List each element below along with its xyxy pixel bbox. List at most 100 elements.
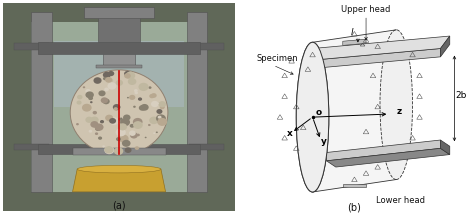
Bar [31,12,52,192]
Text: Upper head: Upper head [341,5,391,14]
Circle shape [133,106,136,108]
Polygon shape [343,39,366,45]
Circle shape [133,121,143,129]
Circle shape [140,104,149,111]
Bar [37,144,201,154]
Circle shape [85,91,94,98]
Bar [96,65,142,68]
Circle shape [135,91,138,94]
Circle shape [105,77,112,83]
Circle shape [103,77,107,80]
Circle shape [139,105,146,111]
Circle shape [116,137,121,141]
Circle shape [156,132,158,133]
Circle shape [118,135,128,143]
Bar [189,144,224,150]
Circle shape [123,114,130,121]
Polygon shape [303,49,440,69]
Circle shape [124,71,131,76]
Circle shape [114,107,118,111]
Circle shape [93,77,101,84]
Circle shape [102,98,110,104]
Circle shape [149,117,158,124]
Circle shape [129,130,136,136]
Text: x: x [287,129,293,138]
Circle shape [116,80,123,86]
Circle shape [148,86,152,89]
Bar [14,43,49,50]
Polygon shape [312,30,396,192]
Circle shape [108,71,114,76]
Circle shape [77,95,82,99]
Circle shape [108,82,117,90]
Circle shape [98,137,102,140]
Ellipse shape [70,70,168,155]
Circle shape [148,124,151,126]
Circle shape [105,115,113,121]
Circle shape [91,117,99,123]
Circle shape [145,137,146,138]
FancyBboxPatch shape [31,22,208,192]
Circle shape [156,109,163,114]
Circle shape [151,93,157,98]
Circle shape [130,125,132,127]
Polygon shape [343,184,366,187]
Circle shape [104,146,114,154]
Bar [73,148,165,155]
Text: y: y [321,137,327,146]
Circle shape [114,147,123,155]
Circle shape [95,124,103,131]
Circle shape [156,114,166,122]
Ellipse shape [77,165,161,173]
Circle shape [95,132,98,135]
Circle shape [158,101,166,107]
Circle shape [134,89,138,92]
Circle shape [124,73,131,79]
Circle shape [76,123,79,125]
Ellipse shape [296,42,329,192]
Bar [186,12,208,192]
Circle shape [118,118,122,121]
Circle shape [135,146,139,150]
Circle shape [129,95,136,100]
Circle shape [135,124,139,127]
Text: (b): (b) [347,203,361,213]
Circle shape [90,101,92,103]
Circle shape [133,118,143,126]
Circle shape [113,104,120,110]
Ellipse shape [296,42,329,192]
Circle shape [102,145,105,148]
Polygon shape [73,169,165,192]
Circle shape [95,126,101,131]
Circle shape [130,124,135,128]
Circle shape [116,128,126,137]
Circle shape [87,92,91,96]
Polygon shape [440,140,450,155]
Circle shape [138,97,142,101]
Text: 2b: 2b [456,91,467,100]
Bar [103,54,136,66]
Circle shape [85,117,93,123]
Circle shape [158,116,162,119]
Circle shape [153,132,155,134]
Circle shape [137,134,140,136]
Circle shape [104,146,114,154]
Circle shape [92,111,97,114]
Bar [14,144,49,150]
Circle shape [160,105,165,109]
Circle shape [89,130,92,133]
Text: z: z [396,107,401,116]
Circle shape [118,123,127,130]
Circle shape [130,132,138,138]
Circle shape [120,118,122,119]
FancyBboxPatch shape [54,41,184,107]
Circle shape [142,85,147,89]
FancyBboxPatch shape [3,3,236,211]
Text: l: l [351,28,354,37]
Text: Lower head: Lower head [376,196,426,205]
Circle shape [127,97,129,98]
Text: o: o [316,108,322,117]
Polygon shape [303,36,450,61]
Circle shape [157,118,167,126]
Bar [37,43,201,54]
